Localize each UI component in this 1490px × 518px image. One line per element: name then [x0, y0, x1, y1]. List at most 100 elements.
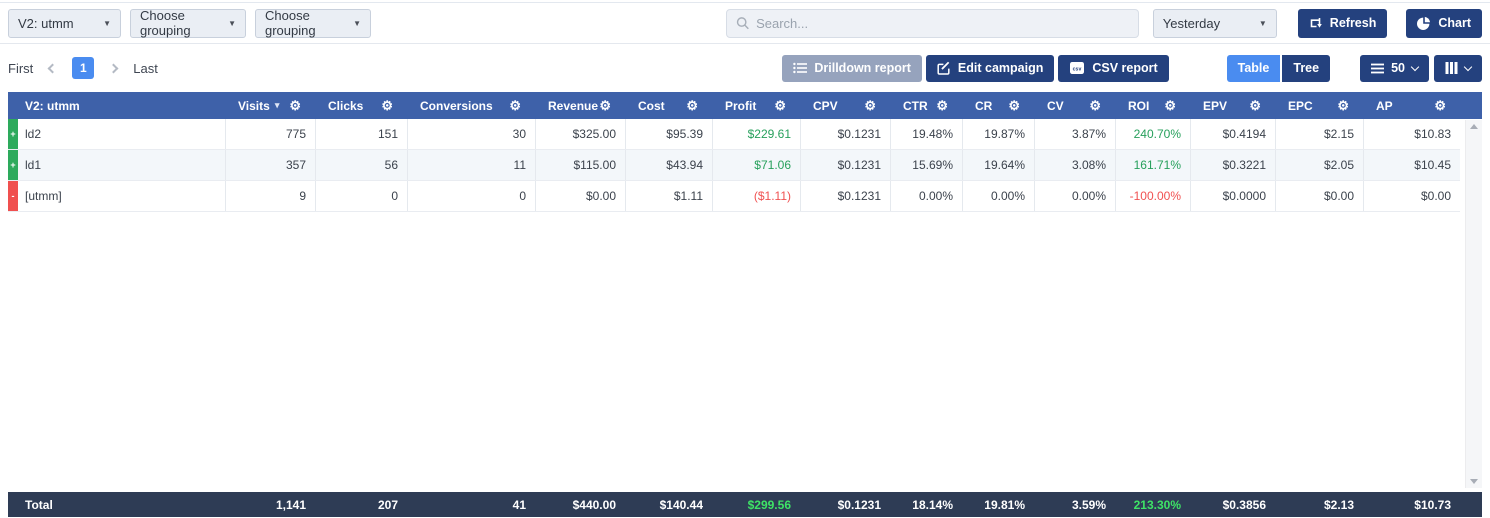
column-header-revenue[interactable]: Revenue	[535, 92, 625, 119]
cell-cpv: $0.1231	[800, 181, 890, 211]
cell-cpv: $0.1231	[800, 119, 890, 149]
gear-icon[interactable]	[936, 99, 948, 112]
edit-campaign-button[interactable]: Edit campaign	[925, 54, 1055, 82]
search-box[interactable]	[725, 8, 1139, 38]
total-epv: $0.3856	[1222, 497, 1266, 512]
list-icon	[793, 62, 808, 74]
cell-roi: 240.70%	[1115, 119, 1190, 149]
cell-cr: 0.00%	[962, 181, 1034, 211]
sort-caret-icon: ▾	[274, 100, 280, 110]
grouping-select-2-value: Choose grouping	[265, 8, 316, 38]
column-header-conversions[interactable]: Conversions	[407, 92, 535, 119]
chart-button[interactable]: Chart	[1406, 8, 1482, 38]
gear-icon[interactable]	[1089, 99, 1101, 112]
gear-icon[interactable]	[1434, 99, 1446, 112]
chevron-down-icon	[1463, 62, 1473, 71]
total-ctr: 18.14%	[912, 497, 953, 512]
grouping-select-1[interactable]: Choose grouping ▼	[130, 8, 246, 38]
status-indicator: +	[8, 150, 18, 180]
grouping-select-2[interactable]: Choose grouping ▼	[255, 8, 371, 38]
column-header-roi[interactable]: ROI	[1115, 92, 1190, 119]
gear-icon[interactable]	[686, 99, 698, 112]
refresh-button[interactable]: Refresh	[1297, 8, 1388, 38]
chevron-left-icon[interactable]	[47, 63, 58, 73]
column-header-clicks[interactable]: Clicks	[315, 92, 407, 119]
refresh-icon	[1310, 18, 1322, 28]
gear-icon[interactable]	[1337, 99, 1349, 112]
vertical-scrollbar[interactable]	[1465, 120, 1482, 488]
cell-clicks: 0	[315, 181, 407, 211]
total-cost: $140.44	[659, 497, 703, 512]
column-header-cpv[interactable]: CPV	[800, 92, 890, 119]
row-name-cell: - [utmm]	[8, 181, 225, 211]
column-header-epv[interactable]: EPV	[1190, 92, 1275, 119]
table-view-button[interactable]: Table	[1226, 54, 1281, 82]
cell-cr: 19.87%	[962, 119, 1034, 149]
pagination-first[interactable]: First	[8, 60, 34, 76]
gear-icon[interactable]	[1164, 99, 1176, 112]
rows-per-page-value: 50	[1391, 61, 1405, 75]
cell-revenue: $0.00	[535, 181, 625, 211]
column-header-epc[interactable]: EPC	[1275, 92, 1363, 119]
cell-revenue: $115.00	[535, 150, 625, 180]
total-cv: 3.59%	[1071, 497, 1106, 512]
pagination-last[interactable]: Last	[133, 60, 158, 76]
total-revenue: $440.00	[572, 497, 616, 512]
report-table: V2: utmm Visits ▾ Clicks Conversions Rev…	[8, 92, 1482, 517]
column-header-visits[interactable]: Visits ▾	[225, 92, 315, 119]
gear-icon[interactable]	[289, 99, 301, 112]
cell-clicks: 151	[315, 119, 407, 149]
grouping-select-1-value: Choose grouping	[140, 8, 191, 38]
cell-conversions: 0	[407, 181, 535, 211]
search-input[interactable]	[756, 15, 1129, 31]
cell-epv: $0.4194	[1190, 119, 1275, 149]
total-label: Total	[25, 497, 53, 512]
total-epc: $2.13	[1323, 497, 1354, 512]
cell-profit: $229.61	[712, 119, 800, 149]
rows-per-page-button[interactable]: 50	[1360, 54, 1429, 82]
column-header-name[interactable]: V2: utmm	[25, 98, 80, 113]
cell-epc: $0.00	[1275, 181, 1363, 211]
toolbar: V2: utmm ▼ Choose grouping ▼ Choose grou…	[0, 3, 1490, 44]
header-filler	[1460, 92, 1482, 119]
column-header-profit[interactable]: Profit	[712, 92, 800, 119]
cell-cv: 0.00%	[1034, 181, 1115, 211]
pagination-page-1[interactable]: 1	[72, 57, 95, 79]
scroll-down-icon[interactable]	[1470, 479, 1478, 484]
tree-view-button[interactable]: Tree	[1282, 54, 1331, 82]
total-visits: 1,141	[275, 497, 306, 512]
cell-cost: $43.94	[625, 150, 712, 180]
gear-icon[interactable]	[599, 99, 611, 112]
column-header-cr[interactable]: CR	[962, 92, 1034, 119]
cell-cv: 3.08%	[1034, 150, 1115, 180]
column-header-ctr[interactable]: CTR	[890, 92, 962, 119]
cell-epc: $2.15	[1275, 119, 1363, 149]
gear-icon[interactable]	[774, 99, 786, 112]
chevron-right-icon[interactable]	[108, 63, 119, 73]
gear-icon[interactable]	[381, 99, 393, 112]
date-range-select[interactable]: Yesterday ▼	[1152, 8, 1277, 38]
chevron-down-icon: ▼	[353, 18, 361, 28]
column-header-ap[interactable]: AP	[1363, 92, 1460, 119]
gear-icon[interactable]	[509, 99, 521, 112]
cell-cpv: $0.1231	[800, 150, 890, 180]
chart-label: Chart	[1438, 16, 1471, 30]
gear-icon[interactable]	[864, 99, 876, 112]
csv-report-button[interactable]: csv CSV report	[1058, 54, 1169, 82]
gear-icon[interactable]	[1249, 99, 1261, 112]
table-row[interactable]: + ld1 357 56 11 $115.00 $43.94 $71.06 $0…	[8, 150, 1460, 181]
column-header-cost[interactable]: Cost	[625, 92, 712, 119]
column-header-cv[interactable]: CV	[1034, 92, 1115, 119]
columns-button[interactable]	[1434, 54, 1482, 82]
variable-select[interactable]: V2: utmm ▼	[8, 8, 121, 38]
variable-select-value: V2: utmm	[18, 15, 74, 31]
cell-cost: $1.11	[625, 181, 712, 211]
csv-report-label: CSV report	[1092, 61, 1158, 75]
gear-icon[interactable]	[1008, 99, 1020, 112]
table-row[interactable]: - [utmm] 9 0 0 $0.00 $1.11 ($1.11) $0.12…	[8, 181, 1460, 212]
cell-profit: ($1.11)	[712, 181, 800, 211]
table-row[interactable]: + ld2 775 151 30 $325.00 $95.39 $229.61 …	[8, 119, 1460, 150]
cell-profit: $71.06	[712, 150, 800, 180]
scroll-up-icon[interactable]	[1470, 124, 1478, 129]
drilldown-report-button[interactable]: Drilldown report	[782, 54, 922, 82]
